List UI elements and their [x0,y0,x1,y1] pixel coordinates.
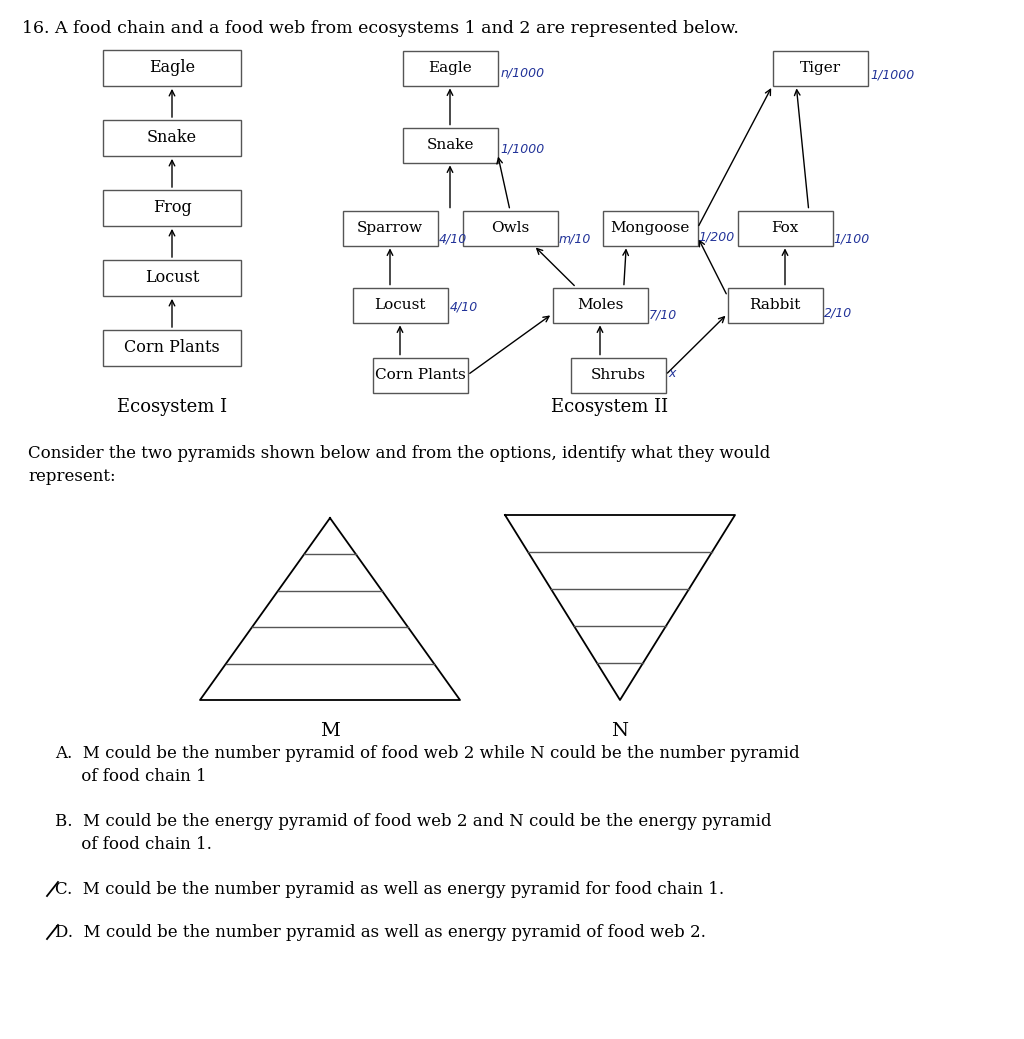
Text: 1/1000: 1/1000 [501,143,545,156]
Text: of food chain 1.: of food chain 1. [55,836,212,853]
Text: 2/10: 2/10 [823,307,852,320]
Text: 4/10: 4/10 [438,232,467,245]
Text: Locust: Locust [374,298,426,312]
Text: x: x [669,367,676,380]
Bar [103,50,241,86]
Text: Sparrow: Sparrow [357,221,423,235]
Text: Consider the two pyramids shown below and from the options, identify what they w: Consider the two pyramids shown below an… [28,445,770,462]
Text: Ecosystem I: Ecosystem I [117,398,227,416]
Text: N: N [611,722,629,740]
Text: 1/200: 1/200 [698,230,735,243]
Bar [727,288,822,322]
Text: 4/10: 4/10 [450,301,478,314]
Text: Mongoose: Mongoose [610,221,690,235]
Text: M: M [321,722,340,740]
Bar [103,119,241,156]
Text: B.  M could be the energy pyramid of food web 2 and N could be the energy pyrami: B. M could be the energy pyramid of food… [55,812,771,830]
Text: Shrubs: Shrubs [591,368,645,382]
Bar [402,51,498,85]
Text: Snake: Snake [426,138,474,152]
Bar [553,288,647,322]
Text: 1/1000: 1/1000 [870,68,914,81]
Bar [103,190,241,227]
Text: Corn Plants: Corn Plants [375,368,465,382]
Text: Fox: Fox [771,221,799,235]
Text: 7/10: 7/10 [648,309,677,322]
Bar [103,330,241,366]
Bar [602,211,697,245]
Bar [373,357,468,393]
Bar [103,260,241,296]
Text: Corn Plants: Corn Plants [124,340,220,356]
Text: Eagle: Eagle [428,61,472,75]
Text: represent:: represent: [28,468,116,485]
Text: Locust: Locust [144,269,200,287]
Bar [463,211,557,245]
Text: Tiger: Tiger [800,61,841,75]
Text: of food chain 1: of food chain 1 [55,768,207,785]
Bar [772,51,867,85]
Text: m/10: m/10 [558,232,591,245]
Bar [352,288,447,322]
Text: C.  M could be the number pyramid as well as energy pyramid for food chain 1.: C. M could be the number pyramid as well… [55,881,724,898]
Text: Frog: Frog [153,199,191,216]
Text: D.  M could be the number pyramid as well as energy pyramid of food web 2.: D. M could be the number pyramid as well… [55,924,706,941]
Text: 16. A food chain and a food web from ecosystems 1 and 2 are represented below.: 16. A food chain and a food web from eco… [22,20,739,37]
Bar [570,357,666,393]
Text: n/1000: n/1000 [501,66,545,79]
Bar [737,211,833,245]
Bar [342,211,437,245]
Text: Snake: Snake [146,130,197,146]
Text: Ecosystem II: Ecosystem II [552,398,669,416]
Text: A.  M could be the number pyramid of food web 2 while N could be the number pyra: A. M could be the number pyramid of food… [55,745,800,762]
Text: Owls: Owls [490,221,529,235]
Text: Rabbit: Rabbit [750,298,801,312]
Text: 1/100: 1/100 [834,232,869,245]
Bar [402,128,498,162]
Text: Eagle: Eagle [148,59,195,77]
Text: Moles: Moles [577,298,624,312]
